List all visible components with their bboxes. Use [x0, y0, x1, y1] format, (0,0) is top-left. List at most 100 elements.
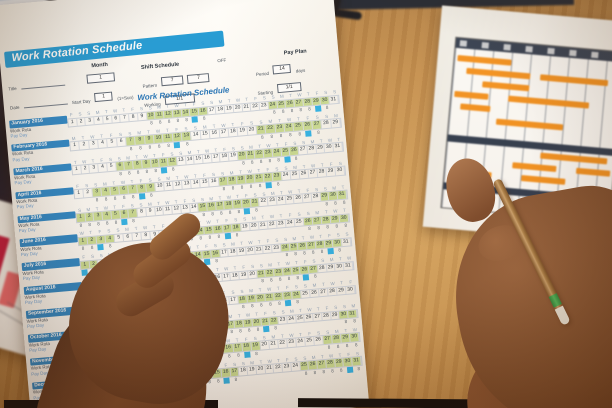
weekday-letter-cell: T — [280, 333, 285, 339]
weekday-letter-cell: S — [117, 155, 121, 162]
weekday-letter-cell: S — [118, 131, 123, 138]
pay-day-marker — [244, 207, 251, 215]
weekday-letter-cell: F — [192, 101, 196, 107]
weekday-letter-cell: M — [209, 195, 214, 202]
pay-day-marker — [314, 105, 322, 112]
hours-cell — [201, 139, 211, 146]
weekday-letter-cell: S — [315, 114, 319, 120]
weekday-letter-cell: W — [206, 219, 211, 226]
hours-cell: 8 — [304, 130, 314, 137]
weekday-letter-cell: T — [130, 178, 134, 184]
weekday-letter-cell: S — [211, 171, 216, 177]
weekday-letter-cell: W — [247, 168, 253, 174]
weekday-letter-cell: M — [315, 210, 320, 216]
weekday-letter-cell: T — [89, 230, 93, 236]
weekday-letter-cell: S — [321, 257, 325, 264]
weekday-letter-cell: S — [314, 186, 319, 192]
weekday-letter-cell: S — [184, 126, 188, 132]
weekday-letter-cell: W — [333, 208, 338, 215]
weekday-letter-cell: T — [279, 213, 283, 219]
weekday-letter-cell: T — [299, 307, 303, 314]
weekday-letter-cell: S — [234, 217, 238, 223]
weekday-letter-cell: M — [268, 118, 273, 124]
weekday-letter-cell: T — [298, 331, 303, 338]
weekday-letter-cell: W — [269, 214, 275, 220]
weekday-letter-cell: W — [346, 255, 352, 261]
weekday-letter-cell: F — [349, 279, 353, 285]
weekday-letter-cell: S — [231, 289, 235, 296]
weekday-letter-cell: S — [78, 111, 82, 117]
hours-cell — [98, 148, 108, 155]
pay-day-marker — [121, 218, 128, 225]
weekday-letter-cell: F — [69, 112, 73, 118]
hours-cell — [211, 138, 221, 145]
weekday-letter-cell: F — [266, 166, 270, 173]
day-cell: 31 — [343, 262, 354, 271]
day-cell: 31 — [337, 190, 347, 199]
pattern-on-box: 7 — [160, 75, 184, 87]
weekday-letter-cell: T — [302, 163, 306, 169]
hours-cell: 8 — [260, 134, 264, 140]
weekday-letter-cell: S — [284, 165, 288, 171]
weekday-letter-cell: W — [183, 173, 189, 180]
gantt-separator-row — [447, 134, 612, 156]
gantt-bar — [482, 81, 530, 92]
form-left-fields: Title Date — [7, 72, 68, 115]
weekday-letter-cell: T — [239, 169, 243, 175]
day-cell: 31 — [347, 309, 358, 318]
weekday-letter-cell: S — [231, 145, 236, 152]
weekday-letter-cell: W — [267, 358, 273, 364]
weekday-letter-cell: W — [221, 122, 226, 129]
weekday-letter-cell: S — [262, 95, 267, 101]
pay-day-marker — [174, 141, 181, 149]
day-cell: 31 — [341, 238, 352, 247]
weekday-letter-cell: T — [340, 280, 344, 286]
weekday-letter-cell: M — [71, 135, 76, 142]
weekday-letter-cell: F — [253, 95, 258, 102]
field2-line — [23, 99, 68, 109]
weekday-letter-cell: T — [296, 116, 301, 122]
weekday-letter-cell: S — [259, 263, 264, 269]
weekday-letter-cell: W — [266, 286, 272, 292]
weekday-letter-cell: M — [333, 112, 339, 119]
weekday-letter-cell: F — [175, 126, 179, 133]
weekday-letter-cell: M — [292, 236, 297, 242]
month-value-box: 1 — [86, 72, 116, 84]
hours-cell — [239, 136, 249, 143]
weekday-letter-cell: T — [276, 357, 281, 364]
weekday-letter-cell: F — [202, 172, 207, 178]
weekday-letter-cell: S — [157, 176, 161, 182]
weekday-letter-cell: S — [77, 207, 82, 213]
weekday-letter-cell: S — [253, 191, 257, 198]
weekday-letter-cell: F — [240, 121, 244, 127]
pay-day-marker — [327, 248, 334, 255]
weekday-letter-cell: W — [328, 353, 334, 359]
weekday-letter-cell: S — [84, 182, 89, 188]
weekday-letter-cell: T — [152, 224, 156, 230]
hours-cell: 8 — [139, 145, 142, 151]
gantt-bar — [521, 174, 566, 185]
weekday-letter-cell: S — [191, 197, 196, 203]
weekday-letter-cell: T — [306, 91, 310, 97]
day-cell: 29 — [330, 119, 341, 128]
period-unit-label: days — [295, 67, 306, 74]
hours-cell: 8 — [129, 145, 133, 152]
weekday-letter-cell: F — [284, 141, 288, 147]
hours-cell: 8 — [157, 143, 161, 149]
weekday-letter-cell: S — [107, 228, 111, 234]
weekday-letter-cell: T — [231, 121, 235, 128]
shift-schedule-label: Shift Schedule — [140, 61, 180, 71]
pay-day-marker — [283, 156, 291, 163]
weekday-letter-cell: F — [161, 152, 165, 158]
weekday-letter-cell: M — [102, 181, 107, 187]
hours-cell: 8 — [173, 141, 183, 149]
hours-cell: 8 — [342, 199, 346, 205]
weekday-letter-cell: S — [201, 100, 205, 106]
gantt-bar — [454, 90, 489, 100]
weekday-letter-cell: W — [330, 281, 335, 287]
weekday-letter-cell: T — [324, 209, 328, 215]
hours-cell: 8 — [317, 129, 320, 135]
weekday-letter-cell: S — [148, 177, 152, 183]
field2-label: Date — [9, 104, 20, 111]
pay-day-marker — [224, 233, 231, 240]
